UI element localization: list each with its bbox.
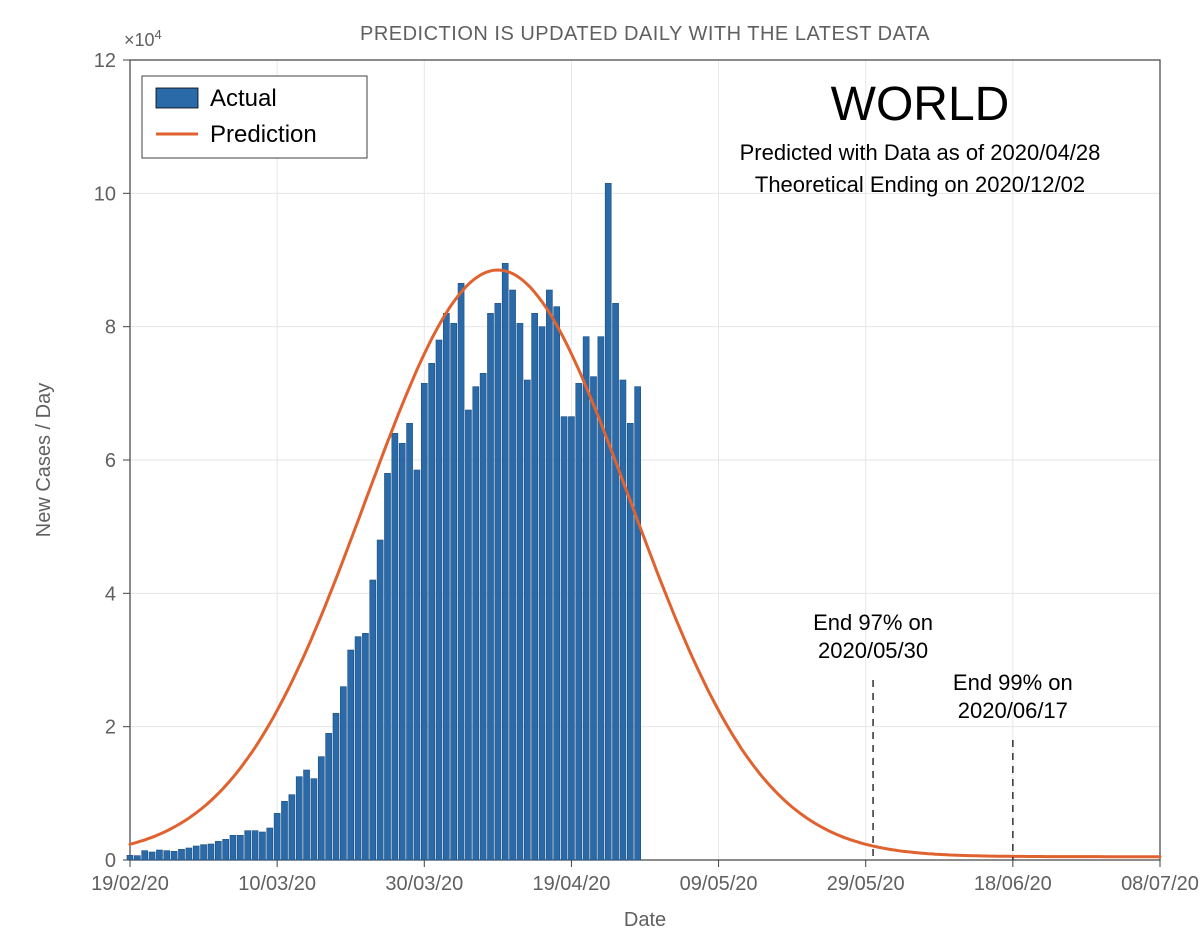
bar <box>223 839 229 860</box>
bar <box>590 377 596 860</box>
bar <box>605 183 611 860</box>
bar <box>384 473 390 860</box>
bar <box>193 846 199 860</box>
annotation-label: 2020/06/17 <box>958 698 1068 723</box>
bar <box>304 770 310 860</box>
bar <box>495 303 501 860</box>
bar <box>473 387 479 860</box>
bar <box>635 387 641 860</box>
chart-svg: End 97% on 2020/05/30 End 99% on 2020/06/17… <box>0 0 1200 952</box>
x-tick-label: 10/03/20 <box>238 873 316 895</box>
bar <box>627 423 633 860</box>
bar <box>230 835 236 860</box>
bar <box>259 832 265 860</box>
bar <box>443 313 449 860</box>
y-tick-label: 0 <box>105 850 116 872</box>
bar <box>171 851 177 860</box>
bar <box>576 383 582 860</box>
bar <box>296 777 302 860</box>
legend-swatch <box>156 88 198 108</box>
bar <box>524 380 530 860</box>
y-tick-label: 6 <box>105 450 116 472</box>
bar <box>252 831 258 860</box>
legend-label: Prediction <box>210 121 317 148</box>
y-axis-label: New Cases / Day <box>33 383 55 538</box>
bar <box>480 373 486 860</box>
bar <box>554 307 560 860</box>
bar <box>517 323 523 860</box>
bar <box>539 327 545 860</box>
bar <box>561 417 567 860</box>
bar <box>429 363 435 860</box>
bar <box>156 850 162 860</box>
headline-sub1: Predicted with Data as of 2020/04/28 <box>740 140 1101 165</box>
bar <box>583 337 589 860</box>
x-tick-label: 19/04/20 <box>532 873 610 895</box>
y-tick-label: 10 <box>94 183 116 205</box>
bar <box>348 650 354 860</box>
annotation-label: 2020/05/30 <box>818 638 928 663</box>
headline-sub2: Theoretical Ending on 2020/12/02 <box>755 172 1085 197</box>
bar <box>421 383 427 860</box>
x-tick-label: 19/02/20 <box>91 873 169 895</box>
bar <box>237 835 243 860</box>
bar <box>134 856 140 860</box>
bar <box>399 443 405 860</box>
y-tick-label: 12 <box>94 50 116 72</box>
bar <box>178 849 184 860</box>
bar <box>201 845 207 860</box>
bar <box>149 852 155 860</box>
bar <box>465 410 471 860</box>
bar <box>532 313 538 860</box>
bar <box>318 757 324 860</box>
x-axis-label: Date <box>624 909 666 931</box>
bar <box>620 380 626 860</box>
x-tick-label: 29/05/20 <box>827 873 905 895</box>
bar <box>502 263 508 860</box>
bar <box>355 637 361 860</box>
bar <box>487 313 493 860</box>
bar <box>546 290 552 860</box>
chart-title: PREDICTION IS UPDATED DAILY WITH THE LAT… <box>360 23 930 45</box>
bar <box>613 303 619 860</box>
bar <box>208 844 214 860</box>
x-tick-label: 08/07/20 <box>1121 873 1199 895</box>
bar <box>414 470 420 860</box>
bar <box>436 340 442 860</box>
bar <box>164 851 170 860</box>
bar <box>281 801 287 860</box>
annotation-label: End 97% on <box>813 610 933 635</box>
bar <box>326 733 332 860</box>
bar <box>370 580 376 860</box>
bar <box>215 841 221 860</box>
y-tick-label: 8 <box>105 317 116 339</box>
bar <box>245 831 251 860</box>
x-tick-label: 09/05/20 <box>680 873 758 895</box>
bar <box>392 433 398 860</box>
annotation-label: End 99% on <box>953 670 1073 695</box>
bar <box>186 848 192 860</box>
bar <box>377 540 383 860</box>
bar <box>407 423 413 860</box>
bar <box>458 283 464 860</box>
x-tick-label: 30/03/20 <box>385 873 463 895</box>
headline-title: WORLD <box>831 78 1010 131</box>
bar <box>274 813 280 860</box>
bar <box>267 828 273 860</box>
y-tick-label: 2 <box>105 717 116 739</box>
y-tick-label: 4 <box>105 583 116 605</box>
bar <box>311 779 317 860</box>
bar <box>340 687 346 860</box>
chart-container: End 97% on 2020/05/30 End 99% on 2020/06/17… <box>0 0 1200 952</box>
bar <box>510 290 516 860</box>
bar <box>127 855 133 860</box>
x-tick-label: 18/06/20 <box>974 873 1052 895</box>
bar <box>333 713 339 860</box>
bar <box>568 417 574 860</box>
bar <box>362 633 368 860</box>
bar <box>451 323 457 860</box>
bar <box>289 795 295 860</box>
bar <box>142 851 148 860</box>
legend-label: Actual <box>210 85 277 112</box>
